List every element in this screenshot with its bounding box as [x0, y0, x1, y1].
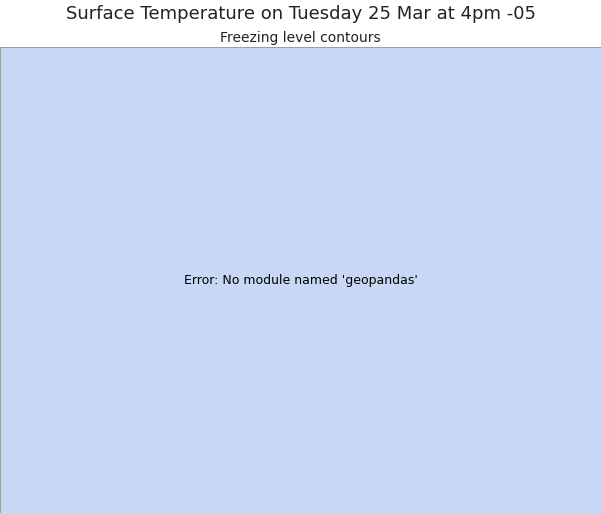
Text: Surface Temperature on Tuesday 25 Mar at 4pm -05: Surface Temperature on Tuesday 25 Mar at… [66, 5, 535, 23]
Text: Error: No module named 'geopandas': Error: No module named 'geopandas' [183, 273, 418, 287]
Text: Freezing level contours: Freezing level contours [220, 31, 381, 45]
